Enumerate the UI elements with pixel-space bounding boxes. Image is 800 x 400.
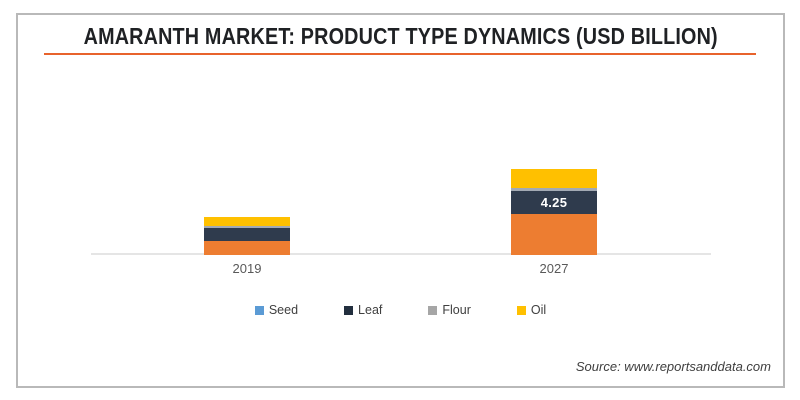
legend-item-oil: Oil bbox=[516, 303, 547, 317]
legend-swatch-flour-icon bbox=[428, 305, 438, 315]
bar-segment-flour bbox=[511, 187, 597, 191]
source-attribution: Source: www.reportsanddata.com bbox=[575, 359, 771, 374]
bar-segment-oil bbox=[511, 168, 597, 188]
legend-label-flour: Flour bbox=[442, 303, 471, 317]
legend: Seed Leaf Flour Oil bbox=[18, 303, 783, 317]
bar-segment-seed bbox=[511, 213, 597, 255]
legend-label-leaf: Leaf bbox=[358, 303, 383, 317]
legend-item-flour: Flour bbox=[428, 303, 471, 317]
chart-header: AMARANTH MARKET: PRODUCT TYPE DYNAMICS (… bbox=[18, 23, 783, 50]
bar-segment-oil bbox=[204, 217, 290, 226]
bar-data-label: 4.25 bbox=[540, 194, 568, 210]
bar-segment-flour bbox=[204, 225, 290, 229]
legend-item-seed: Seed bbox=[254, 303, 299, 317]
legend-item-leaf: Leaf bbox=[344, 303, 382, 317]
x-axis-tick-label: 2027 bbox=[539, 261, 569, 276]
legend-label-oil: Oil bbox=[530, 303, 547, 317]
stacked-bar-2027: 4.25 bbox=[511, 168, 597, 255]
bar-segment-leaf: 4.25 bbox=[511, 190, 597, 214]
legend-swatch-oil-icon bbox=[516, 305, 526, 315]
legend-label-seed: Seed bbox=[268, 303, 299, 317]
x-axis-tick-label: 2019 bbox=[232, 261, 262, 276]
legend-swatch-leaf-icon bbox=[344, 305, 354, 315]
chart-card: AMARANTH MARKET: PRODUCT TYPE DYNAMICS (… bbox=[16, 13, 785, 388]
x-axis-line bbox=[91, 253, 711, 255]
stacked-bar-2019 bbox=[204, 217, 290, 255]
chart-title: AMARANTH MARKET: PRODUCT TYPE DYNAMICS (… bbox=[83, 23, 718, 49]
legend-swatch-seed-icon bbox=[254, 305, 264, 315]
bar-segment-seed bbox=[204, 241, 290, 255]
bar-segment-leaf bbox=[204, 228, 290, 242]
plot-area: 2019 4.25 2027 bbox=[18, 15, 783, 386]
title-underline bbox=[44, 53, 756, 55]
